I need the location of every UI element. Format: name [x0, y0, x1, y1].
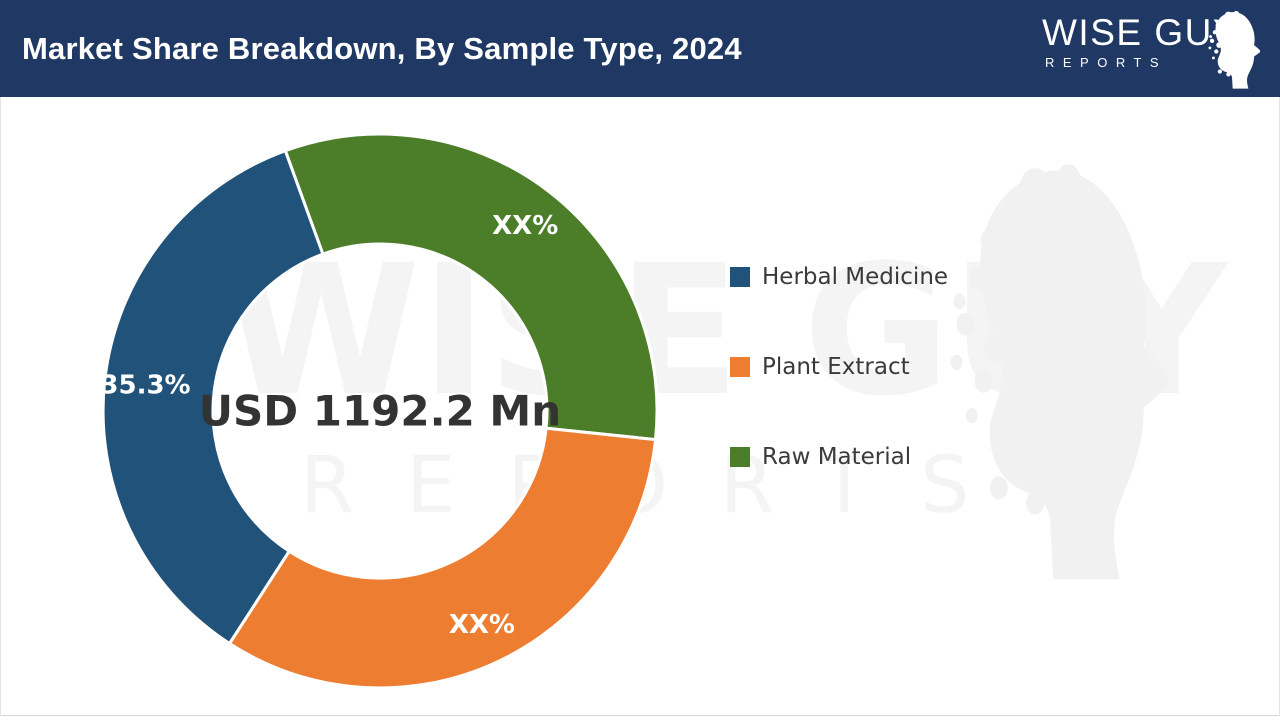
- header-bar: Market Share Breakdown, By Sample Type, …: [0, 0, 1280, 97]
- legend-swatch: [730, 267, 750, 287]
- legend-swatch: [730, 447, 750, 467]
- watermark-head-profile-icon: [878, 149, 1180, 587]
- slice-label-plant-extract: XX%: [449, 610, 515, 640]
- donut-chart: XX% XX% 35.3%: [100, 132, 659, 690]
- frame-left-line: [0, 97, 1, 716]
- legend-item-herbal-medicine: Herbal Medicine: [730, 264, 948, 290]
- logo-subtext: REPORTS: [1045, 54, 1168, 70]
- legend-item-raw-material: Raw Material: [730, 444, 911, 470]
- legend-label: Raw Material: [762, 444, 912, 470]
- legend-label: Plant Extract: [762, 354, 910, 380]
- frame-bottom-line: [0, 715, 1280, 716]
- logo-wordmark: WISE GUY: [1042, 12, 1240, 53]
- legend-label: Herbal Medicine: [762, 264, 949, 290]
- slice-label-herbal-medicine: 35.3%: [100, 370, 190, 400]
- donut-slice-raw-material: [283, 132, 659, 442]
- legend-swatch: [730, 357, 750, 377]
- donut-slice-plant-extract: [228, 426, 657, 690]
- chart-canvas: WISE GUY REPORTS XX% XX% 35.3% USD 1192.2 …: [0, 97, 1280, 720]
- donut-center-value: USD 1192.2 Mn: [198, 386, 562, 436]
- wiseguy-logo: WISE GUY REPORTS: [1042, 12, 1240, 70]
- legend-item-plant-extract: Plant Extract: [730, 354, 910, 380]
- donut-slice-herbal-medicine: [101, 149, 325, 645]
- page-title: Market Share Breakdown, By Sample Type, …: [22, 30, 742, 66]
- slice-label-raw-material: XX%: [492, 211, 558, 241]
- logo-head-profile-icon: [1183, 8, 1271, 90]
